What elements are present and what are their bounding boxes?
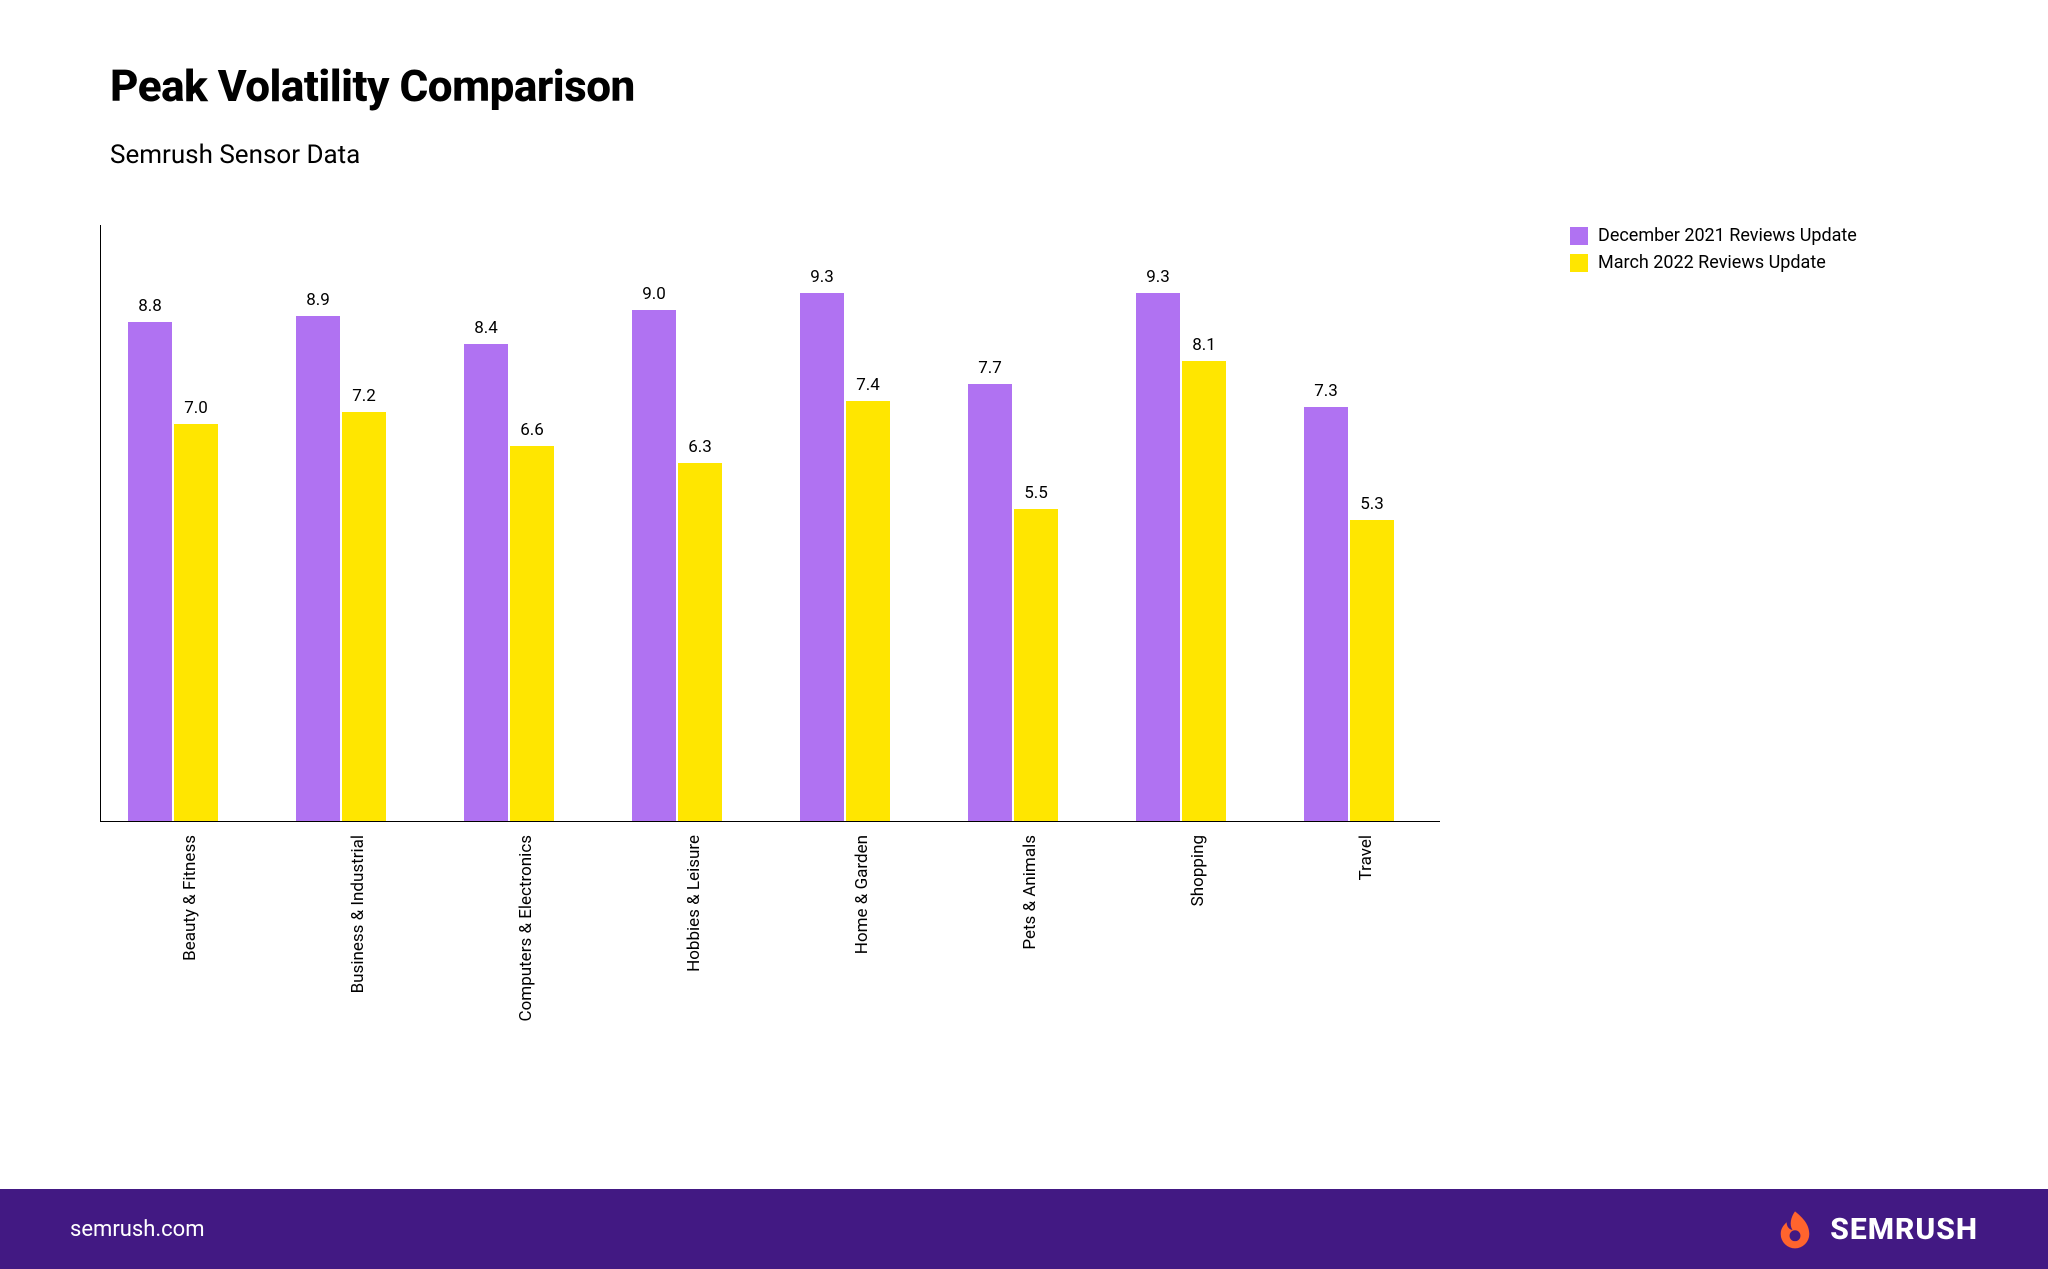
legend-item: March 2022 Reviews Update — [1570, 252, 1857, 273]
category-label: Pets & Animals — [1020, 835, 1040, 950]
value-label: 7.7 — [960, 358, 1020, 378]
value-label: 9.3 — [792, 267, 852, 287]
category-label: Business & Industrial — [348, 835, 368, 993]
bar — [678, 463, 722, 821]
bar — [128, 322, 172, 822]
category-label: Home & Garden — [852, 835, 872, 954]
footer: semrush.com SEMRUSH — [0, 1189, 2048, 1269]
value-label: 9.3 — [1128, 267, 1188, 287]
plot: 8.8 7.0 8.9 7.2 8.4 6.6 9.0 6.3 9.3 7.4 7.7 5.5 9.3 8… — [100, 225, 1440, 1005]
legend-swatch — [1570, 227, 1588, 245]
header: Peak Volatility Comparison Semrush Senso… — [0, 0, 2048, 180]
bars-area: 8.8 7.0 8.9 7.2 8.4 6.6 9.0 6.3 9.3 7.4 7.7 5.5 9.3 8… — [100, 225, 1440, 821]
legend-label: December 2021 Reviews Update — [1598, 225, 1857, 246]
value-label: 5.5 — [1006, 483, 1066, 503]
category-label: Computers & Electronics — [516, 835, 536, 1021]
category-label: Beauty & Fitness — [180, 835, 200, 961]
chart-title: Peak Volatility Comparison — [110, 60, 1948, 112]
bar — [1136, 293, 1180, 821]
bar — [1350, 520, 1394, 821]
value-label: 6.6 — [502, 420, 562, 440]
bar — [968, 384, 1012, 821]
value-label: 8.8 — [120, 296, 180, 316]
brand-name: SEMRUSH — [1830, 1212, 1978, 1247]
value-label: 6.3 — [670, 437, 730, 457]
value-label: 7.2 — [334, 386, 394, 406]
chart-subtitle: Semrush Sensor Data — [110, 140, 1948, 170]
page: Peak Volatility Comparison Semrush Senso… — [0, 0, 2048, 1269]
bar — [800, 293, 844, 821]
legend: December 2021 Reviews Update March 2022 … — [1570, 225, 1857, 279]
value-label: 8.1 — [1174, 335, 1234, 355]
category-label: Shopping — [1188, 835, 1208, 906]
chart-area: 8.8 7.0 8.9 7.2 8.4 6.6 9.0 6.3 9.3 7.4 7.7 5.5 9.3 8… — [100, 225, 1980, 1005]
footer-url: semrush.com — [70, 1217, 205, 1242]
bar — [510, 446, 554, 821]
bar — [632, 310, 676, 821]
bar — [342, 412, 386, 821]
flame-icon — [1774, 1208, 1816, 1250]
bar — [846, 401, 890, 821]
brand: SEMRUSH — [1774, 1208, 1978, 1250]
legend-item: December 2021 Reviews Update — [1570, 225, 1857, 246]
legend-swatch — [1570, 254, 1588, 272]
category-label: Travel — [1356, 835, 1376, 880]
bar — [464, 344, 508, 821]
value-label: 7.3 — [1296, 381, 1356, 401]
value-label: 7.0 — [166, 398, 226, 418]
bar — [1304, 407, 1348, 821]
value-label: 7.4 — [838, 375, 898, 395]
value-label: 9.0 — [624, 284, 684, 304]
value-label: 8.4 — [456, 318, 516, 338]
legend-label: March 2022 Reviews Update — [1598, 252, 1826, 273]
x-axis — [100, 821, 1440, 822]
bar — [1182, 361, 1226, 821]
category-label: Hobbies & Leisure — [684, 835, 704, 972]
bar — [1014, 509, 1058, 821]
value-label: 8.9 — [288, 290, 348, 310]
value-label: 5.3 — [1342, 494, 1402, 514]
bar — [174, 424, 218, 821]
